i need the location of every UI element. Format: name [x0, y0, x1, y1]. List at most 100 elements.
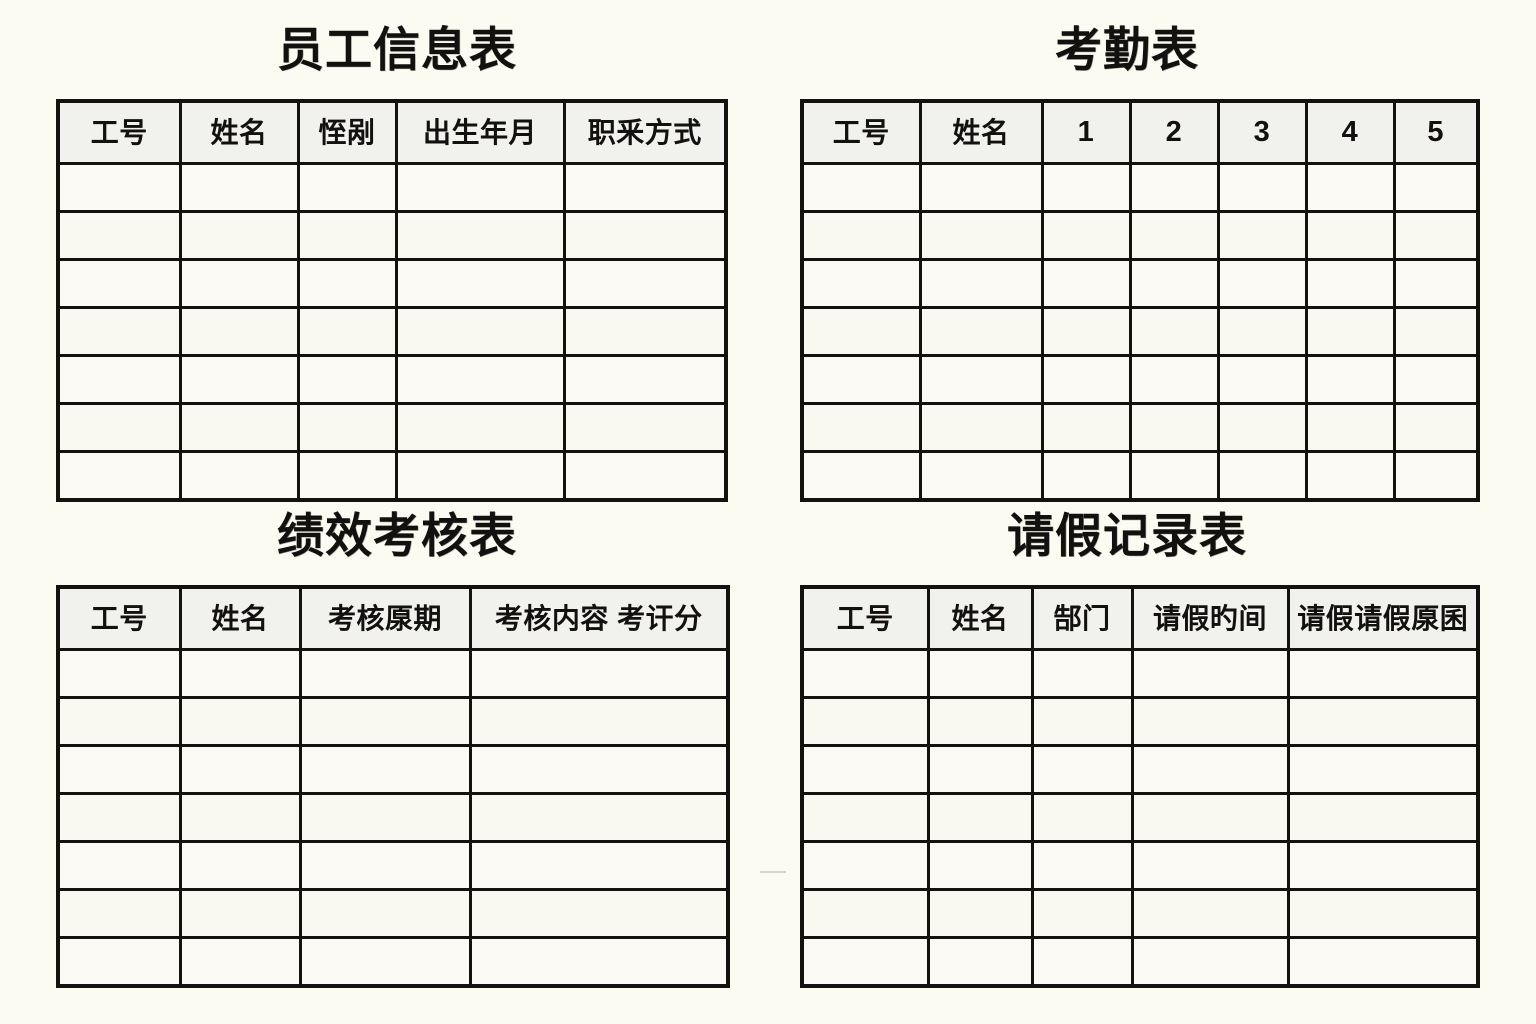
table-cell[interactable] — [1304, 306, 1396, 357]
table-cell[interactable] — [918, 450, 1044, 502]
table-cell[interactable] — [298, 744, 472, 795]
table-cell[interactable] — [298, 696, 472, 747]
table-cell[interactable] — [468, 648, 730, 699]
table-cell[interactable] — [1030, 696, 1134, 747]
table-cell[interactable] — [918, 306, 1044, 357]
table-cell[interactable] — [56, 696, 182, 747]
table-cell[interactable] — [1286, 936, 1480, 988]
table-cell[interactable] — [1216, 402, 1308, 453]
table-cell[interactable] — [1128, 450, 1220, 502]
table-cell[interactable] — [1304, 450, 1396, 502]
table-cell[interactable] — [1040, 258, 1132, 309]
table-cell[interactable] — [926, 792, 1034, 843]
table-cell[interactable] — [296, 354, 398, 405]
table-cell[interactable] — [56, 744, 182, 795]
table-cell[interactable] — [394, 210, 566, 261]
table-cell[interactable] — [1216, 450, 1308, 502]
column-header-employee-id[interactable]: 工号 — [56, 99, 182, 165]
table-cell[interactable] — [298, 888, 472, 939]
table-cell[interactable] — [1040, 162, 1132, 213]
table-cell[interactable] — [298, 648, 472, 699]
table-cell[interactable] — [178, 744, 302, 795]
table-cell[interactable] — [800, 792, 930, 843]
table-cell[interactable] — [56, 306, 182, 357]
table-cell[interactable] — [1216, 306, 1308, 357]
table-cell[interactable] — [562, 210, 728, 261]
table-cell[interactable] — [1128, 306, 1220, 357]
table-cell[interactable] — [296, 258, 398, 309]
table-cell[interactable] — [1030, 888, 1134, 939]
table-cell[interactable] — [800, 648, 930, 699]
table-cell[interactable] — [56, 888, 182, 939]
table-cell[interactable] — [1130, 744, 1290, 795]
table-cell[interactable] — [1128, 162, 1220, 213]
table-cell[interactable] — [1304, 258, 1396, 309]
column-header-day-2[interactable]: 2 — [1128, 99, 1220, 165]
table-cell[interactable] — [926, 840, 1034, 891]
table-cell[interactable] — [394, 306, 566, 357]
table-cell[interactable] — [1286, 840, 1480, 891]
table-cell[interactable] — [1216, 258, 1308, 309]
table-cell[interactable] — [562, 354, 728, 405]
table-cell[interactable] — [394, 450, 566, 502]
table-cell[interactable] — [56, 210, 182, 261]
table-cell[interactable] — [468, 744, 730, 795]
table-cell[interactable] — [296, 450, 398, 502]
column-header-day-1[interactable]: 1 — [1040, 99, 1132, 165]
table-cell[interactable] — [1130, 792, 1290, 843]
table-cell[interactable] — [296, 306, 398, 357]
table-cell[interactable] — [918, 354, 1044, 405]
table-cell[interactable] — [562, 258, 728, 309]
table-cell[interactable] — [178, 936, 302, 988]
table-cell[interactable] — [56, 402, 182, 453]
table-cell[interactable] — [56, 450, 182, 502]
table-cell[interactable] — [1286, 744, 1480, 795]
table-cell[interactable] — [56, 648, 182, 699]
table-cell[interactable] — [1040, 306, 1132, 357]
table-cell[interactable] — [926, 744, 1034, 795]
table-cell[interactable] — [1216, 354, 1308, 405]
table-cell[interactable] — [918, 162, 1044, 213]
column-header-gender[interactable]: 恎剐 — [296, 99, 398, 165]
table-cell[interactable] — [800, 744, 930, 795]
table-cell[interactable] — [1130, 648, 1290, 699]
table-cell[interactable] — [178, 402, 300, 453]
column-header-employee-id[interactable]: 工号 — [800, 585, 930, 651]
table-cell[interactable] — [178, 888, 302, 939]
table-cell[interactable] — [298, 792, 472, 843]
table-cell[interactable] — [1216, 162, 1308, 213]
table-cell[interactable] — [1128, 210, 1220, 261]
table-cell[interactable] — [296, 210, 398, 261]
table-cell[interactable] — [56, 840, 182, 891]
table-cell[interactable] — [1392, 306, 1480, 357]
table-cell[interactable] — [562, 402, 728, 453]
table-cell[interactable] — [56, 162, 182, 213]
table-cell[interactable] — [298, 840, 472, 891]
table-cell[interactable] — [1128, 258, 1220, 309]
table-cell[interactable] — [468, 696, 730, 747]
table-cell[interactable] — [1304, 354, 1396, 405]
table-cell[interactable] — [800, 258, 922, 309]
table-cell[interactable] — [394, 354, 566, 405]
column-header-birth-date[interactable]: 出生年月 — [394, 99, 566, 165]
table-cell[interactable] — [918, 210, 1044, 261]
table-cell[interactable] — [178, 210, 300, 261]
table-cell[interactable] — [926, 936, 1034, 988]
column-header-name[interactable]: 姓名 — [178, 585, 302, 651]
table-cell[interactable] — [800, 402, 922, 453]
table-cell[interactable] — [1130, 840, 1290, 891]
column-header-name[interactable]: 姓名 — [178, 99, 300, 165]
table-cell[interactable] — [926, 648, 1034, 699]
table-cell[interactable] — [56, 792, 182, 843]
table-cell[interactable] — [800, 840, 930, 891]
column-header-name[interactable]: 姓名 — [918, 99, 1044, 165]
table-cell[interactable] — [918, 258, 1044, 309]
table-cell[interactable] — [468, 888, 730, 939]
table-cell[interactable] — [800, 306, 922, 357]
table-cell[interactable] — [800, 354, 922, 405]
column-header-leave-reason[interactable]: 请假请假厡囷 — [1286, 585, 1480, 651]
table-cell[interactable] — [1130, 936, 1290, 988]
table-cell[interactable] — [1286, 792, 1480, 843]
table-cell[interactable] — [296, 402, 398, 453]
table-cell[interactable] — [1130, 888, 1290, 939]
